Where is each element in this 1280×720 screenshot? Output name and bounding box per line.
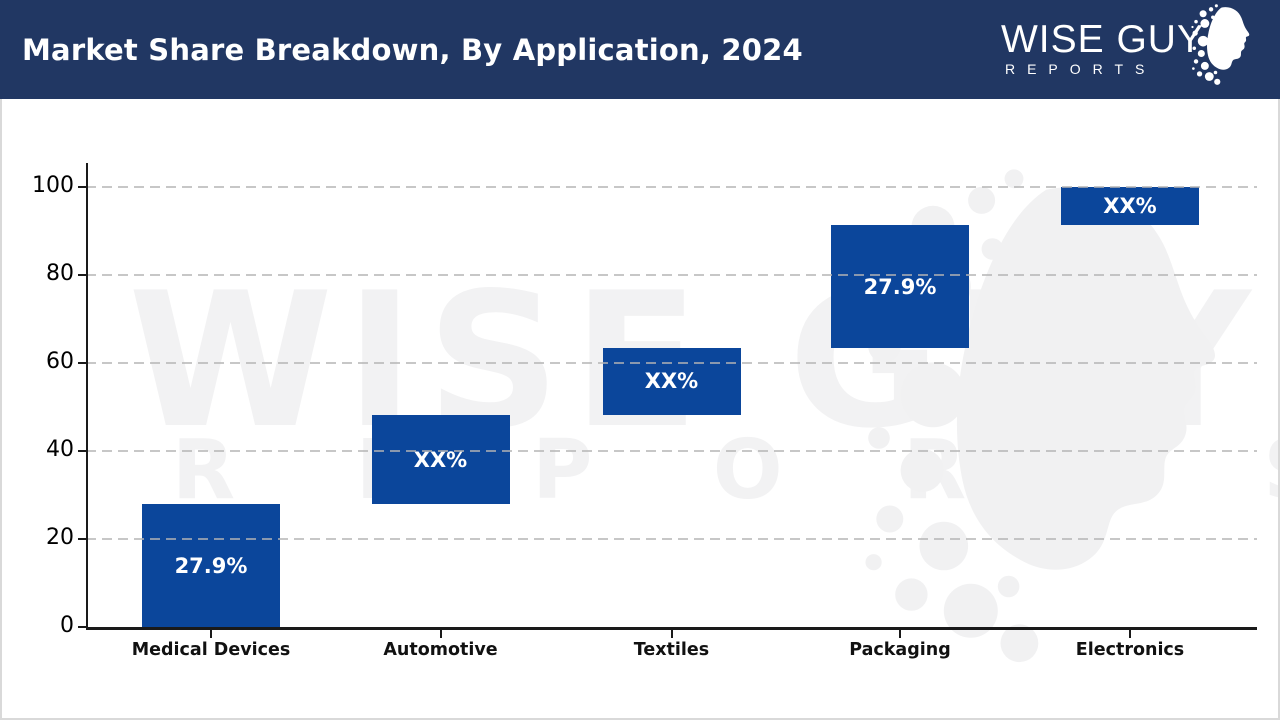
bar-packaging: 27.9% bbox=[831, 225, 969, 349]
x-axis-label-electronics: Electronics bbox=[1075, 640, 1185, 660]
bar-value-label-electronics: XX% bbox=[1103, 194, 1157, 219]
brand-name: WISE GUY bbox=[1000, 17, 1204, 61]
y-tick-100 bbox=[78, 186, 86, 188]
x-tick-textiles bbox=[670, 629, 673, 638]
bar-electronics: XX% bbox=[1061, 187, 1199, 226]
header-bar: Market Share Breakdown, By Application, … bbox=[0, 0, 1280, 99]
brand-subname: REPORTS bbox=[1004, 60, 1157, 77]
y-tick-label-80: 80 bbox=[46, 261, 74, 286]
x-axis-spine bbox=[86, 627, 1257, 630]
gridline-20 bbox=[86, 538, 1257, 540]
y-tick-40 bbox=[78, 450, 86, 452]
x-axis-label-packaging: Packaging bbox=[849, 640, 951, 660]
chart-title: Market Share Breakdown, By Application, … bbox=[22, 32, 803, 67]
x-axis-label-textiles: Textiles bbox=[633, 640, 710, 660]
x-tick-medical-devices bbox=[210, 629, 212, 638]
bar-textiles: XX% bbox=[602, 348, 741, 415]
y-tick-label-0: 0 bbox=[60, 613, 74, 638]
gridline-80 bbox=[86, 274, 1257, 276]
frame-border-bottom bbox=[0, 718, 1280, 720]
y-tick-20 bbox=[78, 538, 86, 540]
bar-value-label-medical-devices: 27.9% bbox=[174, 553, 248, 578]
bar-automotive: XX% bbox=[371, 414, 510, 505]
x-axis-label-medical-devices: Medical Devices bbox=[131, 640, 291, 660]
x-tick-packaging bbox=[899, 629, 901, 638]
gridline-100 bbox=[86, 186, 1257, 188]
frame-border-right bbox=[1278, 0, 1280, 720]
y-tick-label-40: 40 bbox=[46, 437, 74, 462]
brand-logo: WISE GUY REPORTS bbox=[1000, 3, 1266, 90]
frame-border-left bbox=[0, 0, 2, 720]
dotted-head-logo-icon bbox=[1191, 3, 1250, 85]
y-tick-label-100: 100 bbox=[32, 173, 74, 198]
bar-value-label-textiles: XX% bbox=[644, 369, 699, 394]
y-tick-label-60: 60 bbox=[46, 349, 74, 374]
y-tick-0 bbox=[78, 626, 86, 628]
x-tick-automotive bbox=[439, 629, 442, 638]
bar-value-label-packaging: 27.9% bbox=[863, 274, 937, 299]
x-tick-electronics bbox=[1129, 629, 1131, 638]
y-tick-60 bbox=[78, 362, 86, 364]
bar-medical-devices: 27.9% bbox=[142, 504, 280, 627]
gridline-60 bbox=[86, 362, 1257, 364]
y-tick-80 bbox=[78, 274, 86, 276]
gridline-40 bbox=[86, 450, 1257, 452]
x-axis-label-automotive: Automotive bbox=[383, 640, 498, 660]
y-tick-label-20: 20 bbox=[46, 525, 74, 550]
y-axis-spine bbox=[86, 163, 88, 630]
